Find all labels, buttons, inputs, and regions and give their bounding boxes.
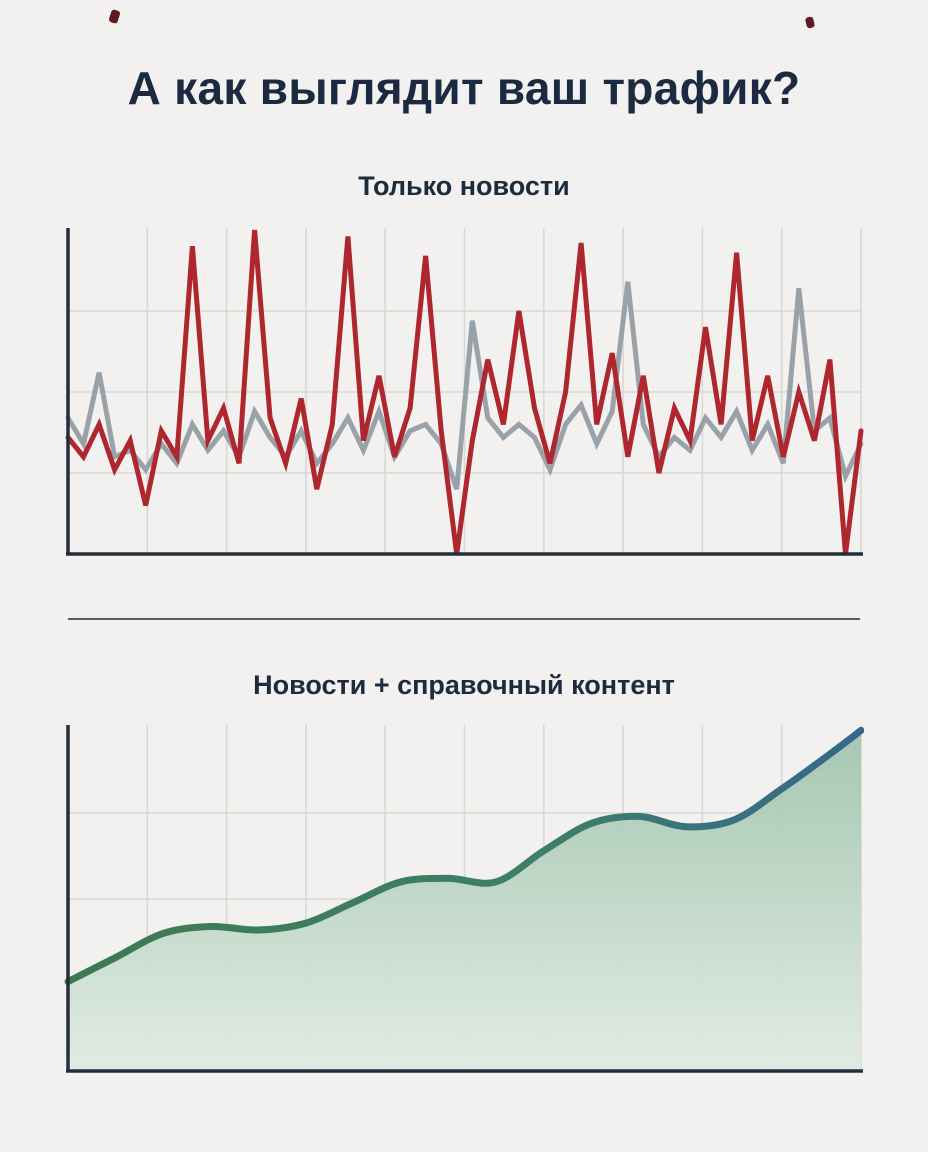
news-only-chart-section: Только новости (0, 171, 928, 558)
page-title: А как выглядит ваш трафик? (127, 62, 801, 114)
news-only-chart-title: Только новости (358, 171, 570, 201)
evergreen-chart (64, 725, 864, 1073)
evergreen-chart-section: Новости + справочный контент (0, 670, 928, 1075)
evergreen-chart-title: Новости + справочный контент (253, 670, 675, 700)
news-only-chart (65, 228, 864, 556)
section-divider (68, 618, 860, 620)
